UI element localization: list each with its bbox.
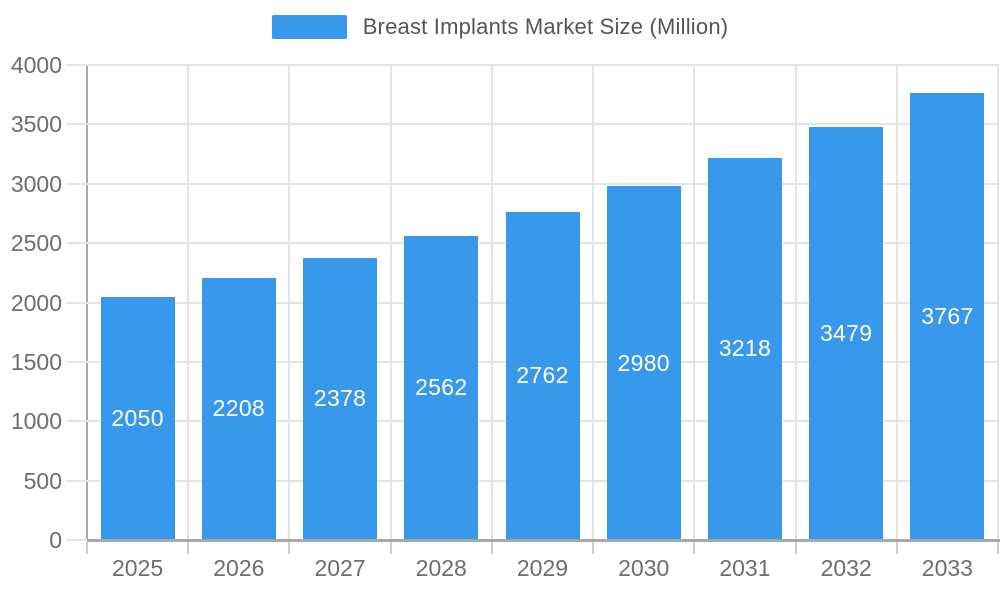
bar-value-label: 2980 bbox=[617, 349, 670, 376]
y-axis-label: 3000 bbox=[10, 170, 62, 197]
y-axis-label: 500 bbox=[23, 467, 62, 494]
y-axis-label: 1500 bbox=[10, 348, 62, 375]
bar[interactable]: 2562 bbox=[404, 235, 479, 540]
x-axis-label: 2028 bbox=[415, 555, 467, 581]
v-gridline bbox=[389, 65, 392, 540]
x-axis-tick bbox=[86, 542, 88, 554]
bar-value-label: 2050 bbox=[111, 404, 164, 431]
legend-swatch bbox=[271, 15, 347, 39]
y-axis-label: 2000 bbox=[10, 289, 62, 316]
x-axis-label: 2030 bbox=[618, 555, 670, 581]
bar-value-label: 3218 bbox=[718, 335, 772, 362]
bar[interactable]: 2208 bbox=[201, 277, 276, 540]
y-axis-label: 2500 bbox=[10, 230, 62, 257]
bar[interactable]: 2980 bbox=[606, 186, 681, 540]
x-axis-tick bbox=[288, 542, 291, 554]
bar[interactable]: 3218 bbox=[707, 157, 782, 540]
bar-value-label: 2562 bbox=[415, 374, 468, 401]
x-axis-label: 2032 bbox=[820, 555, 872, 581]
x-axis-tick bbox=[490, 542, 493, 554]
x-axis-tick bbox=[794, 542, 797, 554]
x-axis-tick bbox=[997, 542, 999, 554]
y-axis-label: 3500 bbox=[10, 111, 62, 138]
x-axis-label: 2025 bbox=[112, 555, 164, 581]
bar-value-label: 2762 bbox=[516, 362, 569, 389]
bar[interactable]: 3767 bbox=[910, 92, 985, 540]
x-axis-label: 2033 bbox=[921, 555, 973, 581]
v-gridline bbox=[895, 65, 898, 540]
v-gridline bbox=[288, 65, 291, 540]
v-gridline bbox=[997, 65, 999, 540]
y-axis-tick bbox=[67, 242, 87, 245]
h-gridline bbox=[87, 182, 998, 185]
bar[interactable]: 3479 bbox=[809, 126, 884, 540]
bar-value-label: 3767 bbox=[921, 302, 974, 329]
h-gridline bbox=[87, 64, 998, 66]
x-axis-label: 2029 bbox=[516, 555, 569, 581]
y-axis-tick bbox=[67, 64, 87, 66]
y-axis-tick bbox=[67, 301, 87, 304]
y-axis-label: 4000 bbox=[10, 52, 62, 78]
y-axis-tick bbox=[67, 182, 87, 185]
bar[interactable]: 2378 bbox=[303, 257, 378, 540]
v-gridline bbox=[490, 65, 493, 540]
x-axis-line bbox=[87, 539, 1000, 542]
plot-area: 2050 2208 2378 2562 2762 2980 3218 3479 3767 bbox=[87, 64, 999, 540]
legend-label: Breast Implants Market Size (Million) bbox=[362, 14, 729, 39]
v-gridline bbox=[693, 65, 696, 540]
y-axis-tick bbox=[67, 420, 87, 423]
x-axis-label: 2027 bbox=[314, 555, 366, 581]
legend[interactable]: Breast Implants Market Size (Million) bbox=[0, 14, 1000, 40]
v-gridline bbox=[592, 65, 595, 540]
x-axis-label: 2031 bbox=[719, 555, 771, 581]
x-axis-tick bbox=[187, 542, 190, 554]
bar[interactable]: 2050 bbox=[100, 296, 175, 540]
bar-value-label: 2208 bbox=[212, 395, 266, 422]
y-axis-tick bbox=[67, 123, 87, 126]
bar[interactable]: 2762 bbox=[505, 212, 580, 540]
y-axis-label: 0 bbox=[49, 527, 62, 553]
y-axis-tick bbox=[67, 360, 87, 363]
v-gridline bbox=[187, 65, 190, 540]
x-axis-tick bbox=[592, 542, 595, 554]
y-axis-tick bbox=[67, 539, 87, 541]
x-axis-tick bbox=[389, 542, 392, 554]
y-axis-tick bbox=[67, 479, 87, 482]
v-gridline bbox=[794, 65, 797, 540]
x-axis-tick bbox=[693, 542, 696, 554]
x-axis-label: 2026 bbox=[213, 555, 265, 581]
bar-value-label: 3479 bbox=[819, 319, 873, 346]
h-gridline bbox=[87, 123, 998, 126]
bar-value-label: 2378 bbox=[313, 385, 367, 412]
x-axis-tick bbox=[895, 542, 898, 554]
y-axis-label: 1000 bbox=[10, 408, 62, 435]
